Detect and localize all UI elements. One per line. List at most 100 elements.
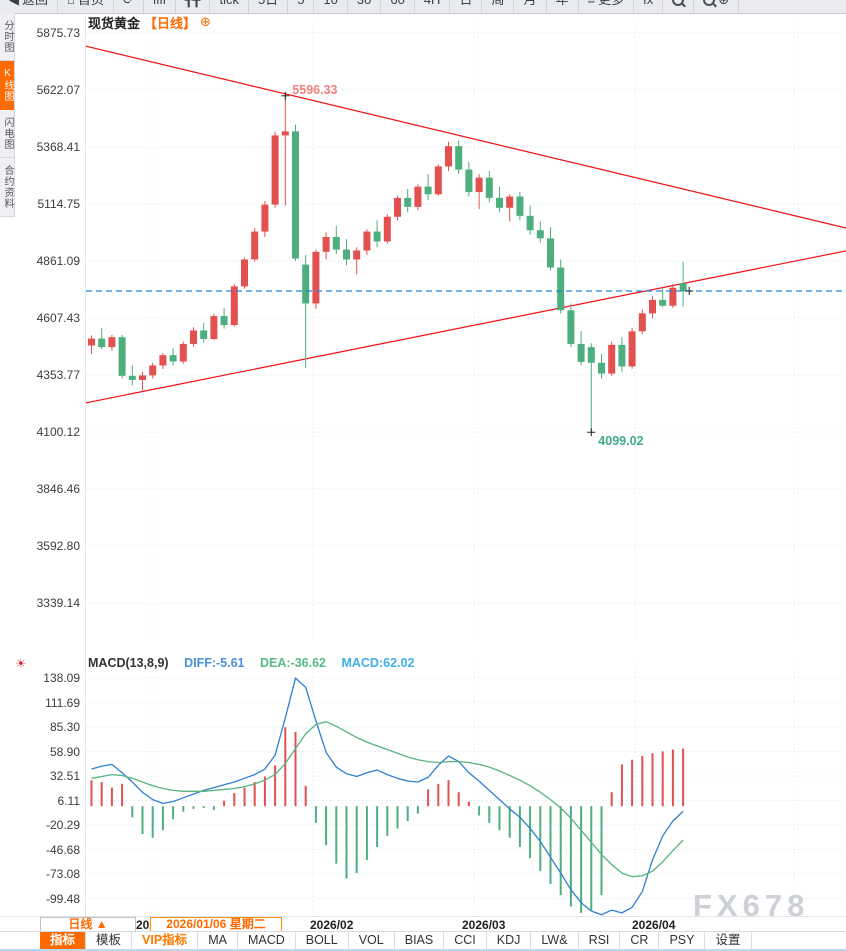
crosshair-marker xyxy=(685,287,694,296)
sidebar-tab-2[interactable]: 闪电图 xyxy=(0,110,14,158)
candle-body xyxy=(659,299,667,306)
candle-body xyxy=(638,313,646,332)
x-axis-label: 2026/03 xyxy=(462,918,506,932)
sidebar-tab-0[interactable]: 分时图 xyxy=(0,13,14,61)
add-overlay-icon[interactable]: ⊕ xyxy=(200,14,211,29)
indicator-tab-PSY[interactable]: PSY xyxy=(659,932,706,949)
macd-diff-line xyxy=(91,677,684,916)
candle-body xyxy=(526,215,534,231)
toolbar-button-yearly[interactable]: 年 xyxy=(547,0,579,13)
toolbar-button-daily[interactable]: 日 xyxy=(450,0,483,13)
indicator-settings-icon[interactable]: ☀ xyxy=(15,656,27,671)
indicator-tab-CR[interactable]: CR xyxy=(620,932,660,949)
symbol-name: 现货黄金 xyxy=(88,15,141,31)
macd-axis-label: 111.69 xyxy=(45,695,80,710)
toolbar-button-zoom[interactable]: ⊕ xyxy=(694,0,740,13)
toolbar-button-search[interactable] xyxy=(663,0,695,13)
toolbar-button-home[interactable]: ⌂首页 xyxy=(58,0,114,13)
toolbar-button-kline-style[interactable]: ╉╋ xyxy=(176,0,211,13)
indicator-tab-LW&[interactable]: LW& xyxy=(531,932,579,949)
indicator-tab-BIAS[interactable]: BIAS xyxy=(395,932,445,949)
macd-axis-label: 85.30 xyxy=(49,720,80,734)
indicator-tab-RSI[interactable]: RSI xyxy=(579,932,621,949)
period-selector[interactable]: 日线 ▲ xyxy=(40,917,136,932)
toolbar-button-weekly[interactable]: 周 xyxy=(482,0,515,13)
candle-body xyxy=(475,177,483,193)
x-axis-label: 2026/02 xyxy=(310,918,354,932)
plot-left-border xyxy=(85,13,86,916)
toolbar-button-monthly[interactable]: 月 xyxy=(514,0,547,13)
indicator-tab-KDJ[interactable]: KDJ xyxy=(487,932,532,949)
candle-body xyxy=(363,231,371,251)
toolbar-label-yearly: 年 xyxy=(556,0,569,13)
price-axis-label: 3846.46 xyxy=(36,482,80,496)
toolbar-button-5min[interactable]: 5 xyxy=(288,0,315,13)
crosshair-date-tooltip: 2026/01/06 星期二 xyxy=(150,917,282,932)
price-axis-label: 5368.41 xyxy=(36,140,80,154)
toolbar-label-weekly: 周 xyxy=(491,0,504,13)
indicator-tab-MA[interactable]: MA xyxy=(198,932,238,949)
candle-body xyxy=(312,251,320,304)
bar-chart-icon: ılıl xyxy=(153,0,166,13)
macd-axis-label: 58.90 xyxy=(49,744,80,759)
candle-body xyxy=(169,355,177,362)
toolbar-button-10min[interactable]: 10 xyxy=(314,0,348,13)
toolbar-button-60min[interactable]: 60 xyxy=(381,0,415,13)
indicator-tab-VIP指标[interactable]: VIP指标 xyxy=(132,932,199,949)
toolbar-button-tick[interactable]: tick xyxy=(210,0,249,13)
toolbar-button-bar-chart[interactable]: ılıl xyxy=(144,0,176,13)
macd-macd-value: MACD:62.02 xyxy=(341,656,415,670)
candle-body xyxy=(628,331,636,367)
trendline-upper xyxy=(84,45,846,229)
chart-title: 现货黄金 【日线】 ⊕ xyxy=(88,13,211,31)
indicator-tab-BOLL[interactable]: BOLL xyxy=(296,932,349,949)
toolbar-items: ◀返回⌂首页⟳ ılıl ╉╋ tick5日5103060 4H 日周月年 ≡更多fx ⊕ xyxy=(0,0,740,13)
candle-body xyxy=(557,267,565,311)
macd-chart xyxy=(86,660,846,916)
indicator-tab-VOL[interactable]: VOL xyxy=(349,932,395,949)
search-icon xyxy=(672,0,685,6)
price-axis-label: 5622.07 xyxy=(36,83,80,97)
x-axis-label: 2026/04 xyxy=(632,918,676,932)
price-annotation: 4099.02 xyxy=(598,434,643,448)
candle-body xyxy=(536,230,544,239)
home-icon: ⌂ xyxy=(67,0,75,13)
candle-body xyxy=(332,236,340,250)
sidebar-tab-1[interactable]: K线图 xyxy=(0,61,14,110)
indicator-tab-模板[interactable]: 模板 xyxy=(86,932,133,949)
kline-style-icon: ╉╋ xyxy=(185,0,201,13)
indicator-tab-指标[interactable]: 指标 xyxy=(40,932,87,949)
toolbar-button-more[interactable]: ≡更多 xyxy=(579,0,635,13)
toolbar-button-back[interactable]: ◀返回 xyxy=(0,0,59,13)
price-axis-label: 4607.43 xyxy=(36,311,80,325)
candle-body xyxy=(618,344,626,367)
indicator-tab-MACD[interactable]: MACD xyxy=(238,932,296,949)
indicator-tab-设置[interactable]: 设置 xyxy=(705,932,752,949)
toolbar-button-4hour[interactable]: 4H xyxy=(415,0,451,13)
candle-body xyxy=(108,337,116,348)
toolbar-button-formula[interactable]: fx xyxy=(634,0,664,13)
candle-body xyxy=(220,316,228,326)
candle-body xyxy=(567,310,575,344)
candle-body xyxy=(149,365,157,376)
candle-body xyxy=(608,344,616,374)
price-axis-label: 4861.09 xyxy=(36,254,80,268)
macd-axis-label: 6.11 xyxy=(57,793,80,808)
toolbar-button-refresh[interactable]: ⟳ xyxy=(114,0,144,13)
candle-body xyxy=(241,259,248,287)
macd-axis-label: -20.29 xyxy=(45,818,80,832)
toolbar-button-30min[interactable]: 30 xyxy=(348,0,382,13)
toolbar-button-5day[interactable]: 5日 xyxy=(249,0,289,13)
indicator-tab-CCI[interactable]: CCI xyxy=(444,932,487,949)
crosshair-marker xyxy=(281,91,290,100)
left-tab-strip: 分时图 K线图 闪电图 合约资料 xyxy=(0,13,15,217)
price-axis-label: 5114.75 xyxy=(37,197,81,211)
macd-dea-value: DEA:-36.62 xyxy=(259,656,326,670)
sidebar-tab-3[interactable]: 合约资料 xyxy=(0,158,14,217)
candle-body xyxy=(281,131,289,136)
candle-body xyxy=(485,177,493,198)
crosshair-marker xyxy=(587,428,596,437)
macd-params-label: MACD(13,8,9) xyxy=(88,656,169,670)
toolbar-label-4hour: 4H xyxy=(424,0,441,13)
candle-body xyxy=(506,196,514,208)
